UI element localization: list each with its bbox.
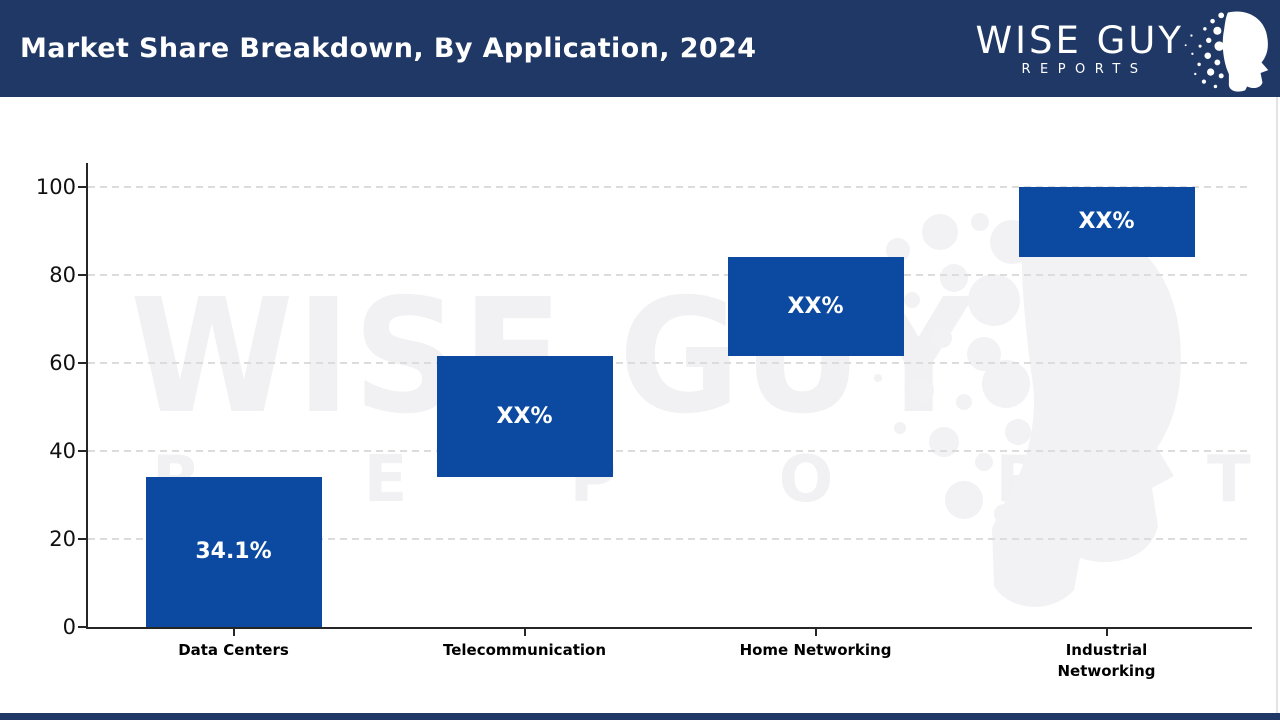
- bar: XX%: [727, 256, 904, 356]
- gridline: [88, 186, 1252, 188]
- bar: XX%: [436, 355, 613, 477]
- bar-label: XX%: [496, 403, 553, 429]
- x-tick-mark: [814, 629, 817, 636]
- brand-name: WISE GUY: [975, 18, 1184, 62]
- bar-label: XX%: [787, 293, 844, 319]
- gridline: [88, 538, 1252, 540]
- y-tick-label: 20: [49, 527, 76, 551]
- x-tick-mark: [1105, 629, 1108, 636]
- header: Market Share Breakdown, By Application, …: [0, 0, 1280, 97]
- plot-area: 0 20 40 60 80 100 34.1% Data Centers XX% Telecomm…: [36, 163, 1252, 680]
- brand-face-icon: [1184, 11, 1269, 92]
- gridline: [88, 362, 1252, 364]
- y-tick-label: 100: [35, 175, 76, 199]
- y-tick-mark: [78, 186, 86, 188]
- y-tick-label: 0: [62, 615, 76, 639]
- y-tick-mark: [78, 450, 86, 452]
- gridline: [88, 450, 1252, 452]
- x-tick-label: Industrial Networking: [1057, 641, 1156, 680]
- y-tick-mark: [78, 362, 86, 364]
- x-tick-mark: [232, 629, 235, 636]
- y-tick-mark: [78, 626, 86, 628]
- y-axis-line: [86, 163, 88, 629]
- y-tick-mark: [78, 538, 86, 540]
- y-tick-label: 60: [49, 351, 76, 375]
- brand-tagline: REPORTS: [1021, 61, 1148, 77]
- bar: 34.1%: [145, 476, 322, 627]
- x-tick-label: Telecommunication: [443, 641, 606, 659]
- gridline: [88, 274, 1252, 276]
- right-border-line: [1276, 97, 1278, 713]
- x-axis-line: [86, 627, 1252, 629]
- brand-logo: WISE GUY REPORTS: [976, 4, 1274, 94]
- bar-label: 34.1%: [195, 539, 272, 565]
- x-tick-label: Data Centers: [178, 641, 289, 659]
- bar: XX%: [1018, 187, 1195, 257]
- x-tick-mark: [523, 629, 526, 636]
- footer-bar: [0, 713, 1280, 720]
- page-title: Market Share Breakdown, By Application, …: [20, 33, 757, 64]
- y-tick-mark: [78, 274, 86, 276]
- y-tick-label: 40: [49, 439, 76, 463]
- bar-label: XX%: [1078, 209, 1135, 235]
- y-tick-label: 80: [49, 263, 76, 287]
- brand-text: WISE GUY REPORTS: [976, 22, 1184, 77]
- x-tick-label: Home Networking: [739, 641, 892, 659]
